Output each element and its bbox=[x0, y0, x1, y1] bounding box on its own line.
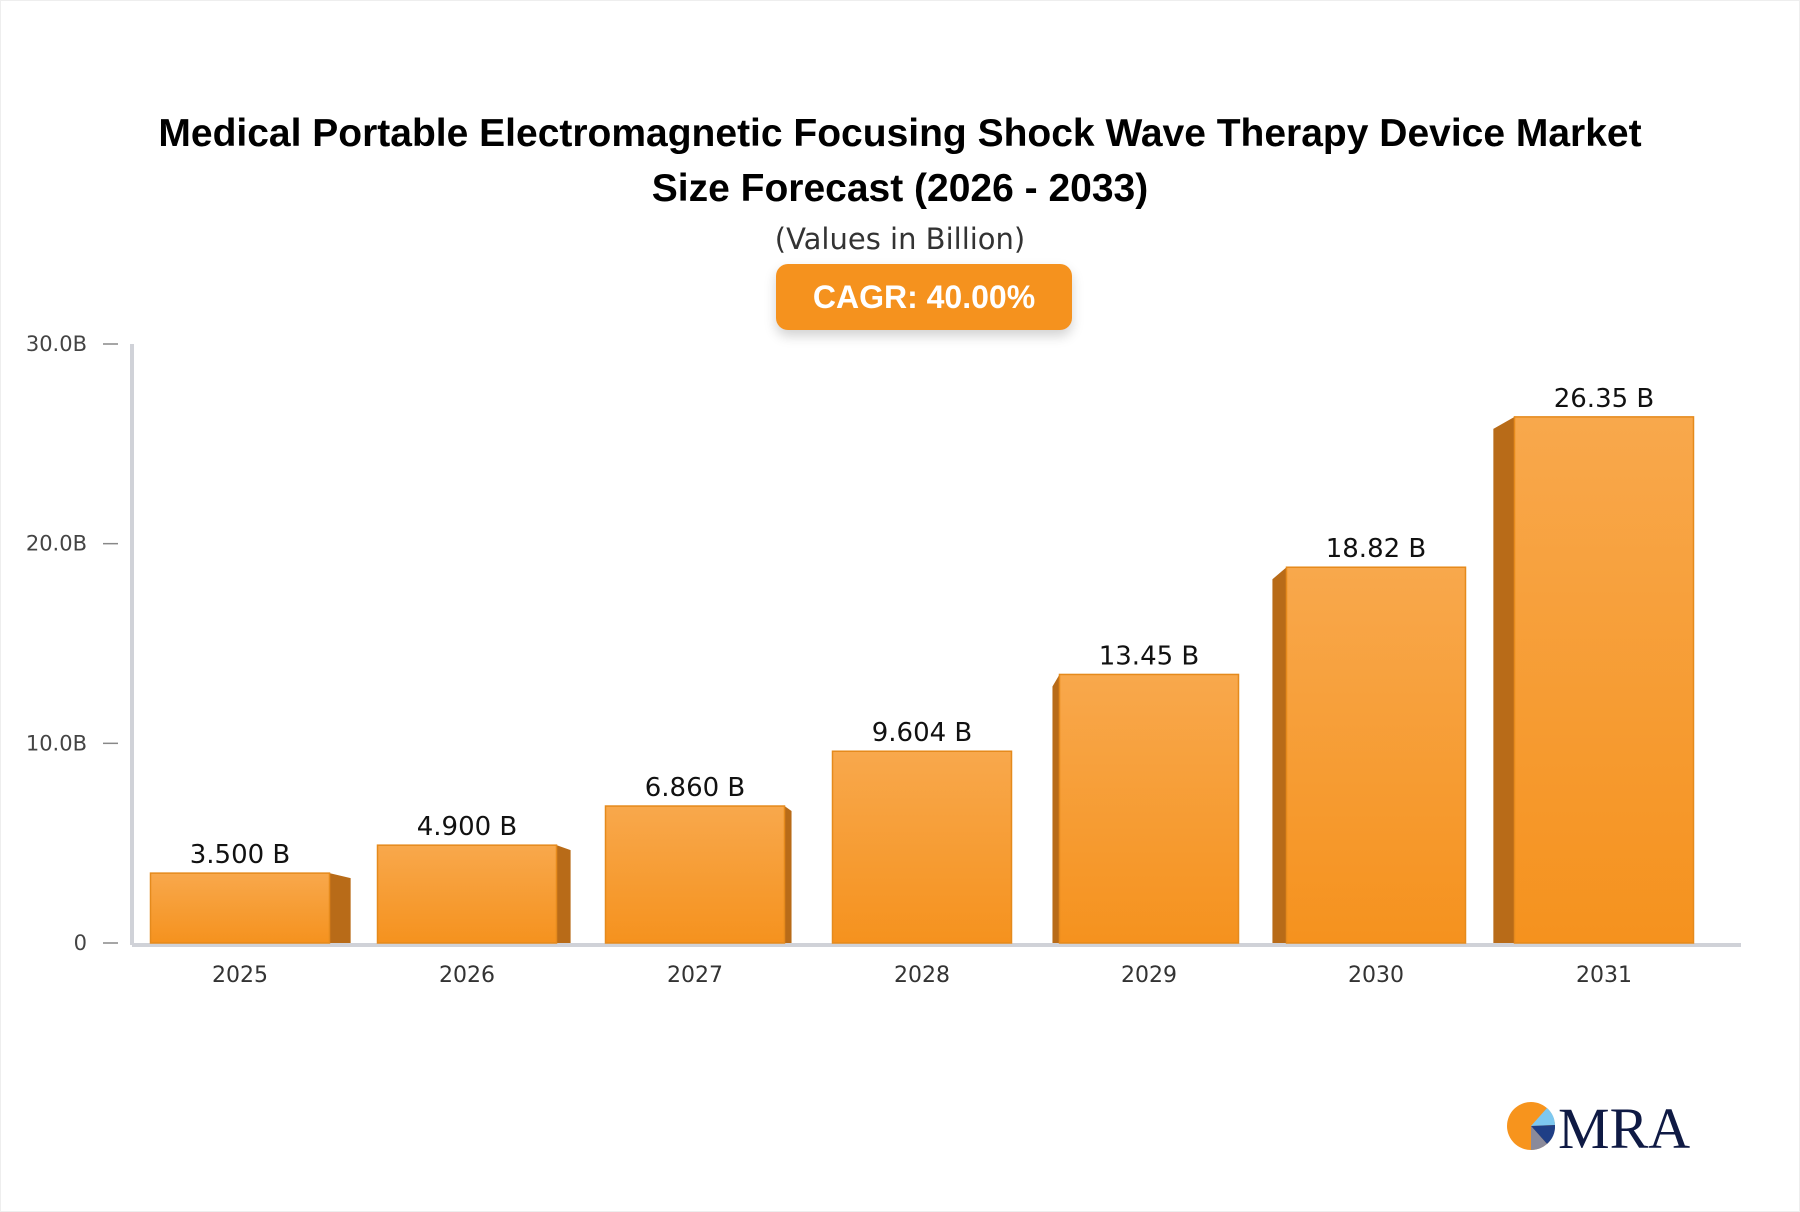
data-label-2028: 9.604 B bbox=[872, 718, 973, 748]
chart-title-line-1: Medical Portable Electromagnetic Focusin… bbox=[158, 112, 1642, 155]
data-label-2027: 6.860 B bbox=[645, 773, 746, 803]
cagr-badge: CAGR: 40.00% bbox=[776, 264, 1072, 330]
x-tick-label-2031: 2031 bbox=[1576, 963, 1632, 988]
bar-2030 bbox=[1285, 566, 1467, 944]
chart-subtitle: (Values in Billion) bbox=[774, 222, 1026, 256]
bar-side-2025 bbox=[329, 873, 351, 943]
data-label-2030: 18.82 B bbox=[1326, 534, 1427, 564]
x-tick-label-2029: 2029 bbox=[1121, 963, 1177, 988]
bar-2028 bbox=[831, 750, 1013, 944]
x-tick-label-2027: 2027 bbox=[667, 963, 723, 988]
y-tick-label: 0 bbox=[74, 931, 87, 955]
logo-text: MRA bbox=[1558, 1098, 1690, 1154]
x-tick-label-2030: 2030 bbox=[1348, 963, 1404, 988]
bar-side-2027 bbox=[784, 806, 792, 943]
y-tick-label: 10.0B bbox=[26, 731, 87, 755]
bar-2026 bbox=[376, 844, 558, 944]
bar-2027 bbox=[604, 805, 786, 944]
bar-2031 bbox=[1513, 416, 1695, 944]
y-tick-label: 20.0B bbox=[26, 532, 87, 556]
x-tick-label-2026: 2026 bbox=[439, 963, 495, 988]
chart-title-line-2: Size Forecast (2026 - 2033) bbox=[651, 167, 1149, 210]
data-label-2031: 26.35 B bbox=[1554, 384, 1655, 414]
bar-side-2026 bbox=[556, 845, 571, 943]
mra-logo: MRA bbox=[1506, 1098, 1696, 1154]
bar-side-2031 bbox=[1493, 416, 1515, 944]
bar-2025 bbox=[149, 872, 331, 944]
chart-title: Medical Portable Electromagnetic Focusin… bbox=[0, 106, 1800, 216]
bar-2029 bbox=[1058, 673, 1240, 944]
x-tick-label-2028: 2028 bbox=[894, 963, 950, 988]
y-tick-label: 30.0B bbox=[26, 332, 87, 356]
bar-side-2029 bbox=[1052, 674, 1060, 943]
pie-logo-icon: MRA bbox=[1507, 1098, 1690, 1154]
data-label-2025: 3.500 B bbox=[190, 840, 291, 870]
data-label-2026: 4.900 B bbox=[417, 812, 518, 842]
bar-side-2030 bbox=[1272, 567, 1287, 943]
data-label-2029: 13.45 B bbox=[1099, 641, 1200, 671]
x-tick-label-2025: 2025 bbox=[212, 963, 268, 988]
